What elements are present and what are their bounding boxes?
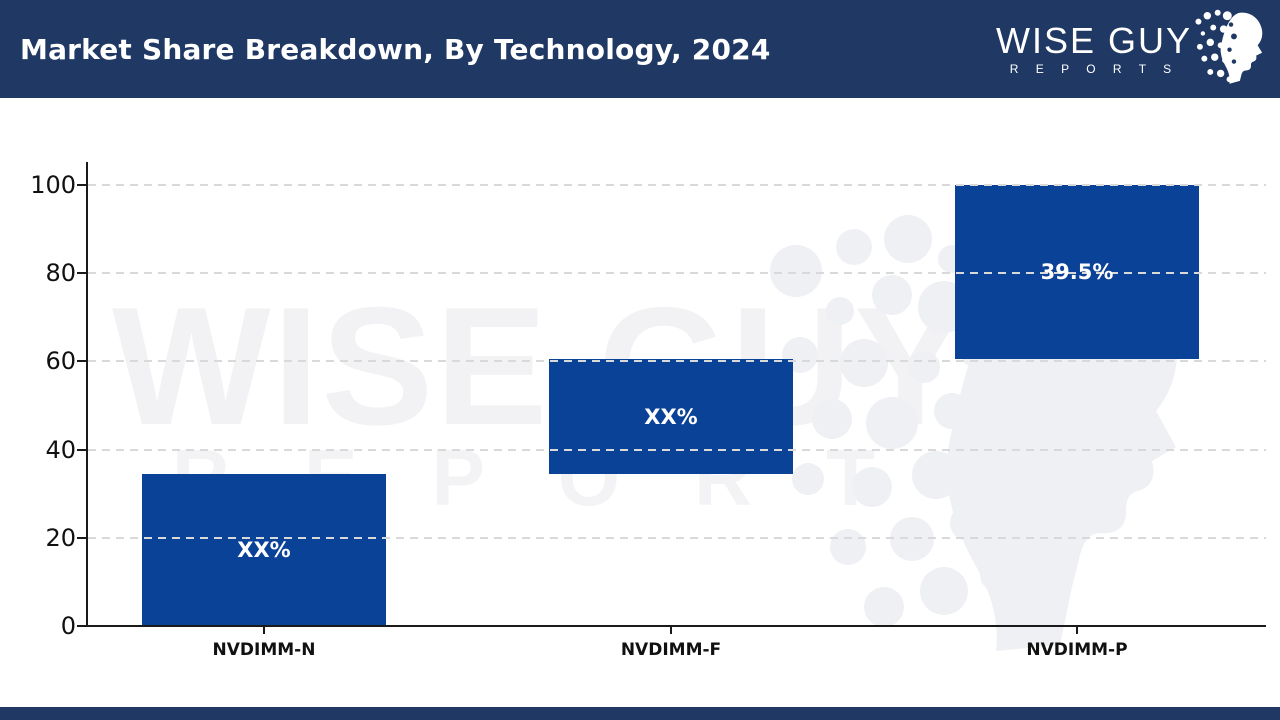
watermark-wiseguy-text: WISE GUY [112, 272, 969, 460]
y-tick-label: 100 [30, 171, 76, 199]
gridline-80 [88, 272, 1266, 275]
y-tick-mark [77, 360, 87, 363]
y-axis-line [86, 162, 88, 627]
logo-wiseguy-text: WISE GUY [995, 20, 1192, 61]
y-tick-mark [77, 184, 87, 186]
y-tick-mark [77, 448, 87, 451]
y-tick-label: 80 [45, 259, 76, 288]
gridline-20 [88, 536, 1266, 539]
x-tick-mark [1076, 627, 1078, 634]
wiseguy-reports-logo: WISE GUY R E P O R T S [996, 6, 1268, 92]
gridline-40 [88, 448, 1266, 451]
category-label-NVDIMM-P: NVDIMM-P [1026, 640, 1128, 660]
page-title: Market Share Breakdown, By Technology, 2… [20, 32, 771, 66]
gridline-60 [88, 360, 1266, 363]
logo-text: WISE GUY R E P O R T S [995, 20, 1192, 76]
logo-head-dots-icon [1195, 9, 1263, 84]
y-tick-mark [77, 536, 87, 539]
y-tick-label: 40 [45, 435, 76, 464]
x-tick-mark [670, 627, 672, 634]
gridline-100 [88, 184, 1266, 186]
x-tick-mark [263, 627, 265, 634]
y-tick-label: 60 [45, 347, 76, 376]
category-label-NVDIMM-N: NVDIMM-N [212, 640, 316, 660]
y-tick-mark [77, 272, 87, 275]
bar-NVDIMM-F [549, 359, 793, 474]
bar-value-label: 39.5% [1040, 260, 1114, 285]
bar-value-label: XX% [644, 404, 698, 429]
bar-NVDIMM-N [142, 473, 386, 626]
logo-reports-text: R E P O R T S [1009, 62, 1179, 76]
bar-value-label: XX% [237, 537, 291, 562]
footer-bar [0, 707, 1280, 720]
y-tick-mark [77, 625, 87, 627]
y-tick-label: 0 [60, 612, 76, 640]
x-axis-line [86, 625, 1266, 627]
header-bar: Market Share Breakdown, By Technology, 2… [0, 0, 1280, 98]
y-tick-label: 20 [45, 523, 76, 552]
category-label-NVDIMM-F: NVDIMM-F [620, 640, 722, 660]
